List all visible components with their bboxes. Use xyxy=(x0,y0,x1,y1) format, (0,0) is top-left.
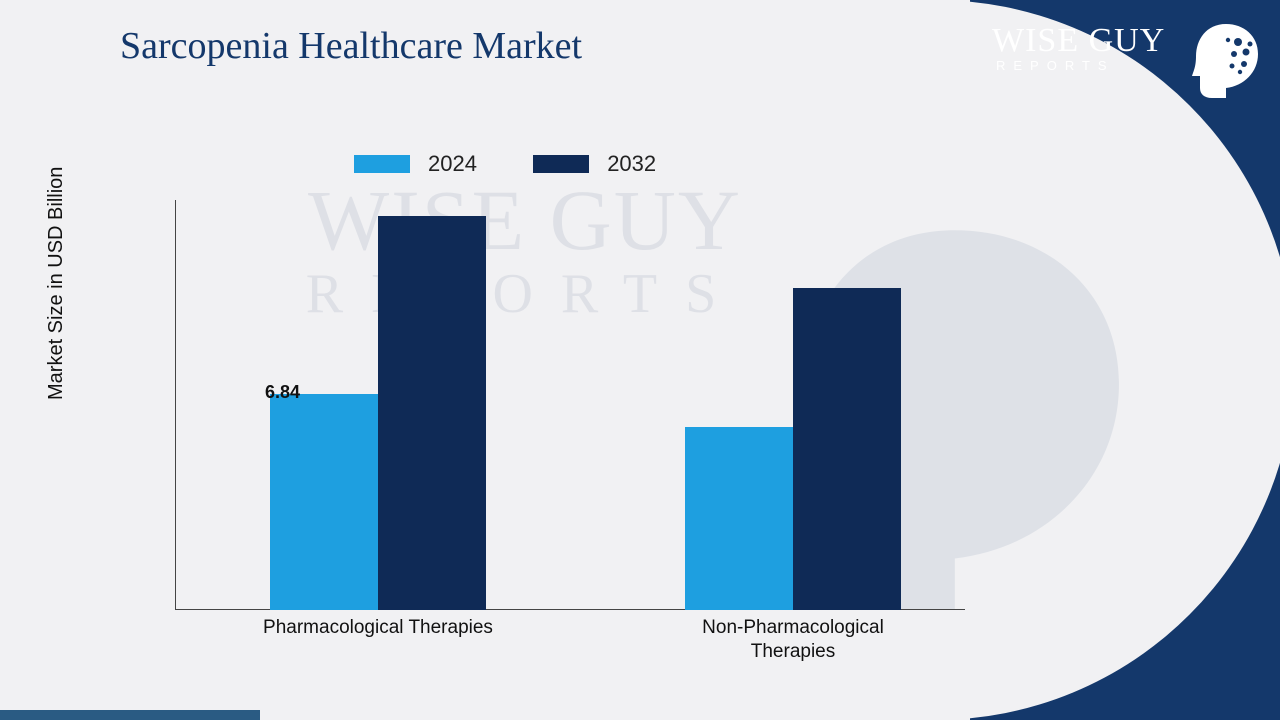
brand-head-icon xyxy=(1192,22,1262,100)
bar-2032-0 xyxy=(378,216,486,610)
category-label: Pharmacological Therapies xyxy=(258,616,498,640)
chart-title: Sarcopenia Healthcare Market xyxy=(120,24,582,68)
legend-label-2032: 2032 xyxy=(607,151,656,176)
legend-label-2024: 2024 xyxy=(428,151,477,176)
value-label: 6.84 xyxy=(265,382,300,403)
brand-logo: WISE GUY REPORTS xyxy=(992,22,1262,102)
bar-2032-1 xyxy=(793,288,901,610)
legend-swatch-2032 xyxy=(533,155,589,173)
legend: 2024 2032 xyxy=(95,150,965,177)
bar-2024-0 xyxy=(270,394,378,610)
y-axis-label: Market Size in USD Billion xyxy=(45,167,68,400)
footer-accent-bar xyxy=(0,710,260,720)
category-label: Non-Pharmacological Therapies xyxy=(673,616,913,664)
page-root: WISE GUY REPORTS WISE GUY REPORTS Sarcop… xyxy=(0,0,1280,720)
y-axis-line xyxy=(175,200,176,610)
bar-2024-1 xyxy=(685,427,793,610)
plot-region: Pharmacological TherapiesNon-Pharmacolog… xyxy=(175,200,965,610)
legend-swatch-2024 xyxy=(354,155,410,173)
chart-area: Market Size in USD Billion 2024 2032 Pha… xyxy=(95,150,965,660)
